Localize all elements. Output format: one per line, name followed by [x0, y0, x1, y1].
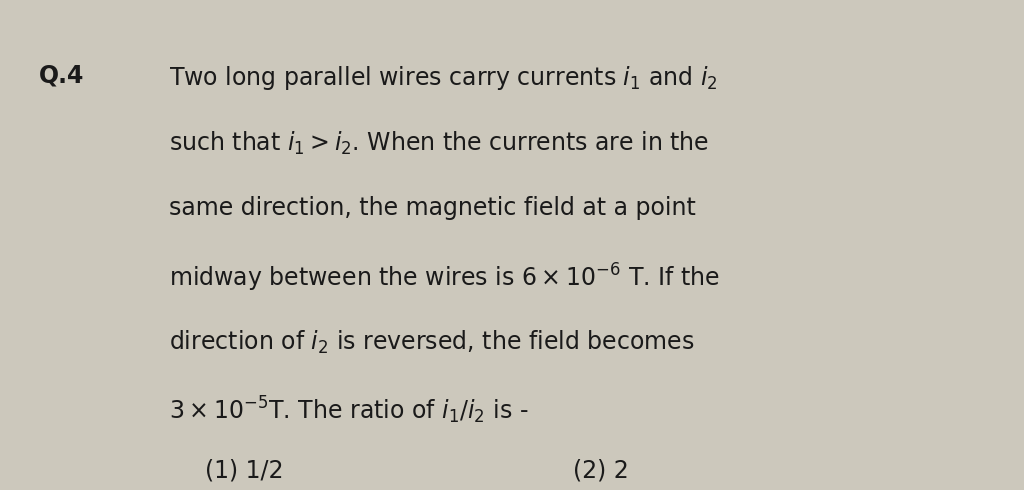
Text: same direction, the magnetic field at a point: same direction, the magnetic field at a … [169, 196, 696, 220]
Text: $3 \times 10^{-5}$T. The ratio of $i_1/i_2$ is -: $3 \times 10^{-5}$T. The ratio of $i_1/i… [169, 394, 528, 426]
Text: (2) 2: (2) 2 [573, 458, 629, 482]
Text: Q.4: Q.4 [39, 64, 84, 88]
Text: Two long parallel wires carry currents $i_1$ and $i_2$: Two long parallel wires carry currents $… [169, 64, 718, 92]
Text: (1) 1/2: (1) 1/2 [205, 458, 284, 482]
Text: midway between the wires is $6 \times 10^{-6}$ T. If the: midway between the wires is $6 \times 10… [169, 262, 720, 294]
Text: such that $i_1 > i_2$. When the currents are in the: such that $i_1 > i_2$. When the currents… [169, 130, 710, 157]
Text: direction of $i_2$ is reversed, the field becomes: direction of $i_2$ is reversed, the fiel… [169, 328, 694, 356]
